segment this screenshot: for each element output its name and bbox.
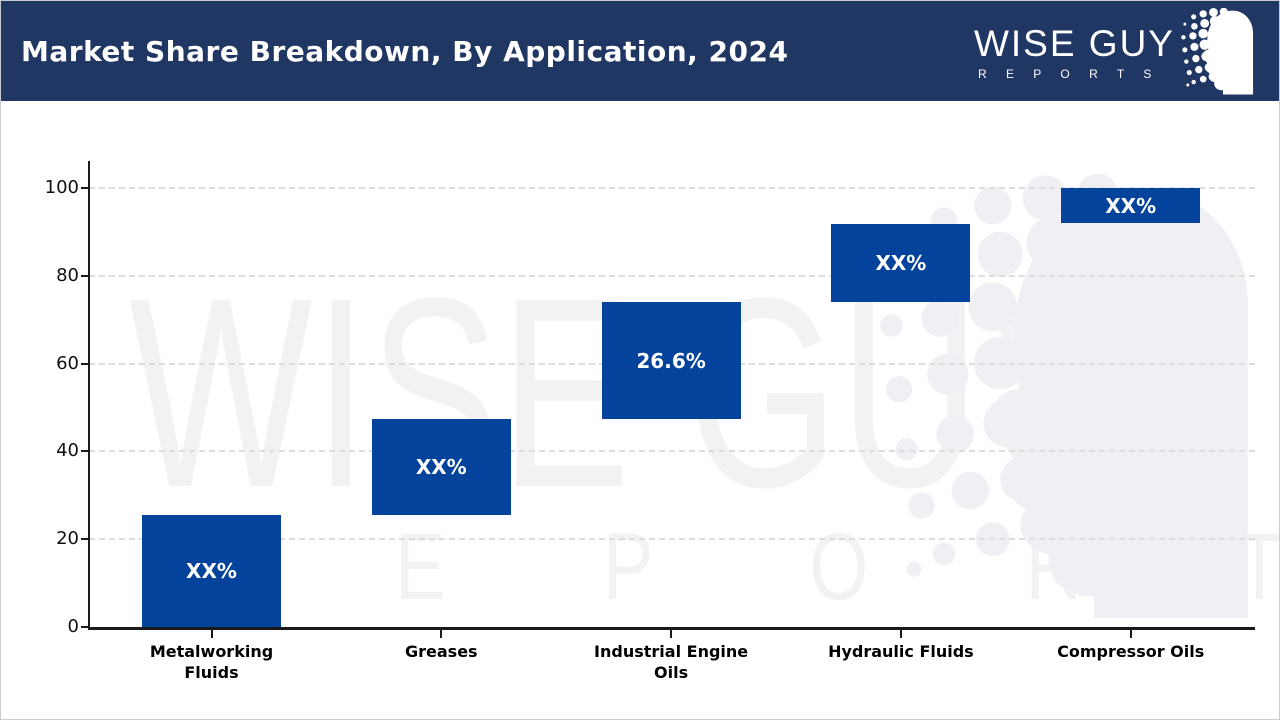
bar-value-label: XX% xyxy=(415,454,467,479)
header-bar: Market Share Breakdown, By Application, … xyxy=(1,1,1279,101)
chart-title: Market Share Breakdown, By Application, … xyxy=(21,34,789,68)
gridline xyxy=(89,274,1255,277)
bar-value-label: 26.6% xyxy=(636,348,706,373)
logo-text: WISE GUY R E P O R T S xyxy=(973,22,1175,81)
logo-face-icon xyxy=(1179,8,1267,96)
gridline xyxy=(89,187,1255,189)
y-tick-mark xyxy=(81,187,89,189)
y-tick-mark xyxy=(81,626,89,628)
bar-value-label: XX% xyxy=(1105,193,1157,218)
y-tick-mark xyxy=(81,274,89,277)
logo-subtitle: R E P O R T S xyxy=(977,66,1160,81)
y-tick-mark xyxy=(81,538,89,541)
bar: XX% xyxy=(371,418,511,516)
x-category-label: Greases xyxy=(405,642,478,661)
y-tick-label: 60 xyxy=(56,352,79,374)
x-category-label: Hydraulic Fluids xyxy=(828,642,974,661)
logo-wordmark: WISE GUY xyxy=(973,22,1175,64)
bar-value-label: XX% xyxy=(186,559,237,584)
y-tick-label: 100 xyxy=(44,177,79,198)
x-tick-mark xyxy=(1129,630,1132,638)
x-category-label: Compressor Oils xyxy=(1057,642,1205,661)
x-tick-mark xyxy=(670,630,673,638)
bar: XX% xyxy=(142,515,281,627)
y-axis-line xyxy=(88,161,90,629)
x-axis-line xyxy=(88,627,1255,630)
x-tick-mark xyxy=(210,630,213,638)
x-category-label: Industrial Engine Oils xyxy=(594,642,749,682)
y-tick-label: 40 xyxy=(56,440,79,462)
bar: XX% xyxy=(1061,188,1201,224)
chart-plot-area: 0 20 40 60 80 100 XX% Metalworking Fluids XX% Grea… xyxy=(1,101,1279,719)
y-tick-mark xyxy=(81,362,89,365)
y-tick-label: 20 xyxy=(56,528,79,550)
y-tick-mark xyxy=(81,450,89,453)
bar-value-label: XX% xyxy=(875,251,927,276)
wise-guy-logo: WISE GUY R E P O R T S xyxy=(974,7,1267,97)
x-tick-mark xyxy=(440,630,443,638)
y-tick-label: 80 xyxy=(56,264,79,286)
x-tick-mark xyxy=(899,630,902,638)
x-category-label: Metalworking Fluids xyxy=(149,642,274,682)
gridline xyxy=(89,450,1255,453)
y-tick-label: 0 xyxy=(67,616,79,637)
gridline xyxy=(89,538,1255,541)
bar: 26.6% xyxy=(601,302,741,419)
bar: XX% xyxy=(831,223,971,303)
